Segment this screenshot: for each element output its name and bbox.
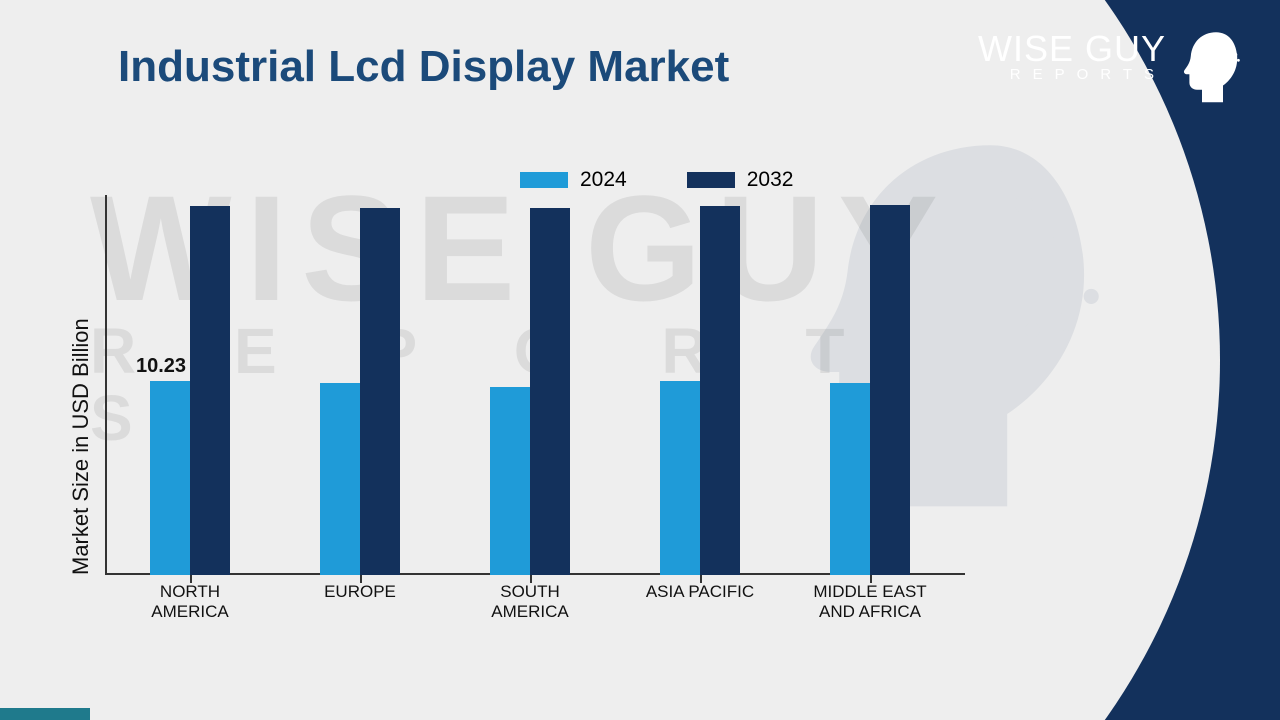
category-label: ASIA PACIFIC [640,582,760,602]
bar [490,387,530,575]
bar-group [470,208,590,575]
bar [320,383,360,575]
category-label: SOUTH AMERICA [470,582,590,621]
corner-accent [0,708,90,720]
y-axis-line [105,195,107,575]
value-callout: 10.23 [136,355,186,378]
brand-logo-text: WISE GUY REPORTS [978,28,1166,83]
legend-label: 2032 [747,168,794,192]
brand-logo: WISE GUY REPORTS [978,28,1244,113]
bar-group [130,206,250,575]
y-axis-label: Market Size in USD Billion [68,318,94,575]
bar [660,381,700,575]
chart-card: WISE GUY R E P O R T S WISE GUY REPORTS [0,0,1280,720]
legend-swatch [520,172,568,188]
bar [870,205,910,576]
bar [530,208,570,575]
chart-title: Industrial Lcd Display Market [118,42,729,92]
bar-group [300,208,420,575]
bar [360,208,400,575]
category-label: EUROPE [300,582,420,602]
legend-item: 2032 [687,168,794,192]
brand-logo-line1: WISE GUY [978,28,1166,70]
bar [190,206,230,575]
legend-item: 2024 [520,168,627,192]
category-labels: NORTH AMERICA EUROPE SOUTH AMERICA ASIA PAC… [105,578,965,718]
category-label: MIDDLE EAST AND AFRICA [810,582,930,621]
bar [700,206,740,575]
plot-area [105,195,965,575]
brand-logo-icon [1174,28,1244,113]
bar [830,383,870,575]
legend: 2024 2032 [520,168,793,192]
bar-group [810,205,930,576]
category-label: NORTH AMERICA [130,582,250,621]
bar-group [640,206,760,575]
legend-swatch [687,172,735,188]
bar [150,381,190,575]
legend-label: 2024 [580,168,627,192]
